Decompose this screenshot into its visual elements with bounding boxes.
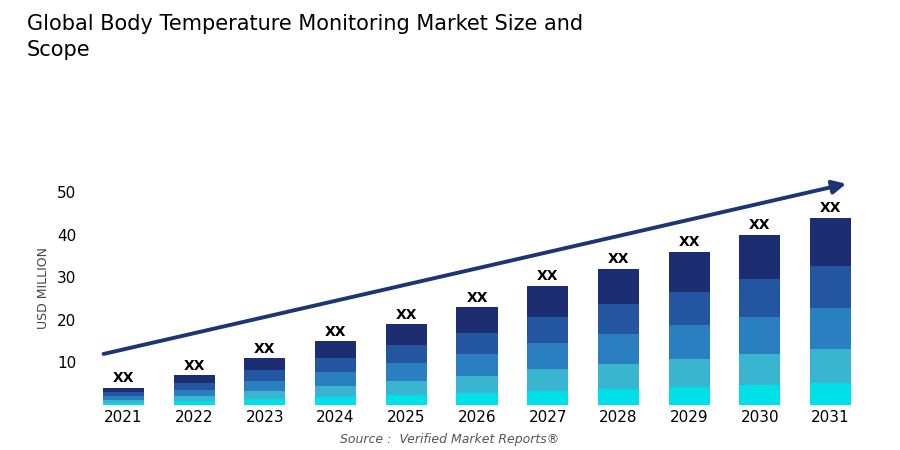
Bar <box>174 390 215 396</box>
Text: XX: XX <box>537 269 559 284</box>
Bar <box>386 381 427 395</box>
Y-axis label: USD MILLION: USD MILLION <box>37 247 50 329</box>
Text: XX: XX <box>749 218 770 232</box>
Bar <box>245 391 285 400</box>
Text: XX: XX <box>254 342 275 356</box>
Text: XX: XX <box>325 324 346 339</box>
Bar <box>386 324 427 345</box>
Text: XX: XX <box>466 291 488 305</box>
Text: XX: XX <box>679 235 700 249</box>
Bar <box>103 396 144 400</box>
Bar <box>740 385 780 405</box>
Bar <box>245 358 285 370</box>
Bar <box>598 334 639 364</box>
Bar <box>810 308 851 349</box>
Bar <box>740 316 780 354</box>
Bar <box>810 266 851 308</box>
Bar <box>810 218 851 266</box>
Bar <box>456 307 498 333</box>
Bar <box>810 349 851 382</box>
Bar <box>740 354 780 385</box>
Bar <box>103 403 144 405</box>
Bar <box>315 372 356 386</box>
Bar <box>669 252 709 292</box>
Bar <box>740 235 780 279</box>
Bar <box>174 375 215 383</box>
Text: XX: XX <box>395 308 417 322</box>
Bar <box>386 395 427 405</box>
Bar <box>740 279 780 316</box>
Bar <box>315 341 356 358</box>
Bar <box>527 286 568 317</box>
Bar <box>245 400 285 405</box>
Bar <box>527 391 568 405</box>
Bar <box>174 383 215 390</box>
Bar <box>386 363 427 381</box>
Text: XX: XX <box>184 359 205 373</box>
Bar <box>669 387 709 405</box>
Bar <box>669 292 709 325</box>
Text: XX: XX <box>608 252 629 266</box>
Bar <box>598 304 639 334</box>
Bar <box>103 400 144 403</box>
Bar <box>103 388 144 392</box>
Bar <box>456 333 498 354</box>
Text: XX: XX <box>112 371 134 386</box>
Bar <box>598 269 639 304</box>
Bar <box>456 393 498 405</box>
Bar <box>810 382 851 405</box>
Bar <box>386 345 427 363</box>
Text: XX: XX <box>820 201 842 215</box>
Bar <box>174 401 215 405</box>
Bar <box>598 364 639 389</box>
Text: Source :  Verified Market Reports®: Source : Verified Market Reports® <box>340 432 560 446</box>
Bar <box>598 389 639 405</box>
Bar <box>315 358 356 372</box>
Bar <box>245 381 285 391</box>
Bar <box>456 354 498 376</box>
Bar <box>669 359 709 387</box>
Bar <box>315 397 356 405</box>
Bar <box>245 370 285 381</box>
Bar <box>103 392 144 396</box>
Bar <box>527 317 568 343</box>
Bar <box>315 386 356 397</box>
Bar <box>527 343 568 369</box>
Bar <box>456 376 498 393</box>
Text: Global Body Temperature Monitoring Market Size and
Scope: Global Body Temperature Monitoring Marke… <box>27 14 583 60</box>
Bar <box>527 369 568 391</box>
Bar <box>669 325 709 359</box>
Bar <box>174 396 215 401</box>
